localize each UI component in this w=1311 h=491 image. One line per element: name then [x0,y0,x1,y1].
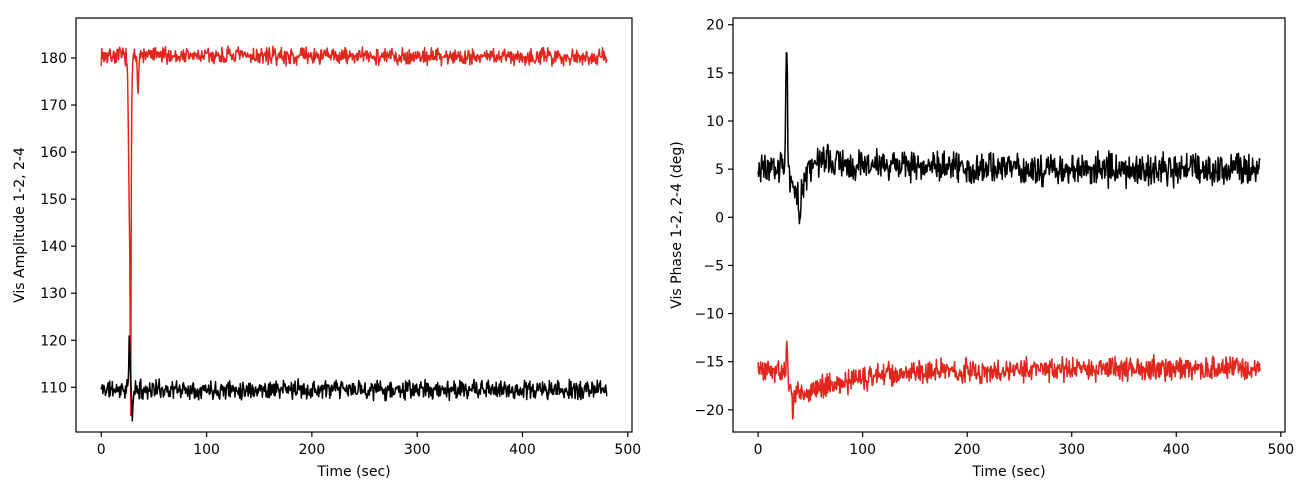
axes-spines [732,17,1286,433]
axes-spines [75,17,633,433]
x-tick-label: 100 [193,442,220,458]
x-tick-label: 400 [1163,442,1190,458]
y-tick-label: −15 [694,355,724,371]
x-tick-label: 0 [97,442,106,458]
y-tick-label: 110 [40,380,67,396]
series-line-phase-1-2-black [757,51,1261,225]
y-tick-label: 15 [706,66,724,82]
y-axis-label: Vis Phase 1-2, 2-4 (deg) [669,141,685,309]
x-tick-label: 0 [754,442,763,458]
phase-chart: 0 100 200 300 400 500 −20 −15 −10 −5 0 5 10 15 20 Time … [669,17,1294,480]
amplitude-chart: 0 100 200 300 400 500 110 120 130 140 150 160 170 180… [12,17,641,480]
series-line-amplitude-1-2-black [100,335,608,422]
x-tick-label: 500 [614,442,641,458]
y-tick-label: 120 [40,333,67,349]
y-tick-label: −20 [694,403,724,419]
series-line-amplitude-2-4-red [100,45,608,417]
x-tick-label: 200 [954,442,981,458]
x-axis-label: Time (sec) [316,464,390,480]
y-tick-label: 5 [715,162,724,178]
x-tick-label: 500 [1267,442,1294,458]
y-tick-label: 180 [40,51,67,67]
x-tick-label: 200 [299,442,326,458]
y-tick-label: 10 [706,114,724,130]
x-tick-label: 300 [404,442,431,458]
x-axis-label: Time (sec) [971,464,1045,480]
y-tick-label: −10 [694,307,724,323]
y-tick-label: 150 [40,192,67,208]
x-tick-label: 100 [849,442,876,458]
y-tick-label: 0 [715,210,724,226]
y-tick-label: 170 [40,98,67,114]
y-tick-label: −5 [703,258,724,274]
y-tick-label: 160 [40,145,67,161]
y-axis-label: Vis Amplitude 1-2, 2-4 [12,147,28,303]
x-tick-label: 400 [509,442,536,458]
y-tick-label: 20 [706,18,724,34]
y-tick-label: 130 [40,286,67,302]
y-tick-label: 140 [40,239,67,255]
x-tick-label: 300 [1058,442,1085,458]
series-line-phase-2-4-red [757,340,1261,420]
